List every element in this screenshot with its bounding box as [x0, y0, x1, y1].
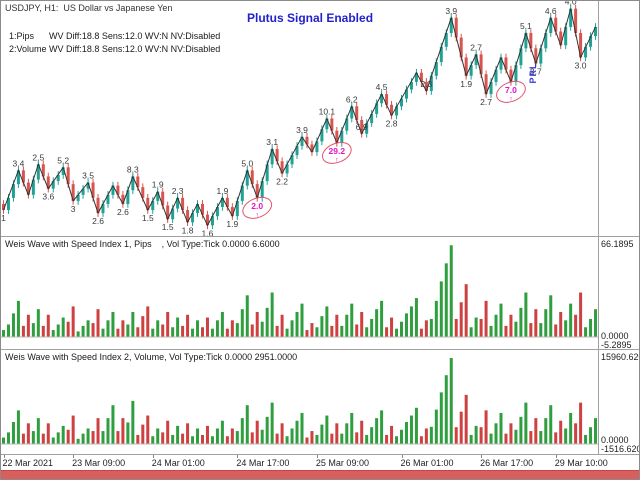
weis-wave-1-header: Weis Wave with Speed Index 1, Pips , Vol…	[5, 239, 280, 249]
swing-label: 2.3	[420, 79, 432, 89]
swing-label: 1.6	[202, 228, 214, 236]
price-chart-panel[interactable]: 3.4 2.5 5.2 3.5 8.3 1.9 2.3 1.9 5.0 3.1 3.9 10.1 6.2…	[1, 1, 598, 236]
swing-pip-labels: 3.4 2.5 5.2 3.5 8.3 1.9 2.3 1.9 5.0 3.1 3.9 10.1 6.2…	[1, 1, 587, 236]
time-axis-label: 24 Mar 01:00	[151, 458, 205, 468]
swing-label: 1.5	[142, 213, 154, 223]
signal-circle-icon	[321, 141, 352, 164]
signal-arrow-icon: ↑	[335, 157, 339, 164]
time-tick	[73, 455, 75, 458]
swing-label: 2.6	[92, 216, 104, 226]
swing-label: 3.5	[82, 171, 94, 181]
swing-label: 2.7	[530, 67, 542, 77]
swing-label: 3.0	[575, 60, 587, 70]
signal-arrow-icon: ↑	[509, 96, 513, 103]
swing-label: 6.9	[356, 122, 368, 132]
swing-label: 2.3	[172, 186, 184, 196]
weis-wave-2-panel[interactable]	[1, 350, 598, 453]
swing-label: 8.3	[127, 164, 139, 174]
swing-label: 1.5	[162, 222, 174, 232]
time-axis-label: 24 Mar 17:00	[236, 458, 290, 468]
time-tick	[481, 455, 483, 458]
swing-label: 2.6	[117, 207, 129, 217]
time-axis-label: 26 Mar 17:00	[480, 458, 534, 468]
swing-label: 3.1	[266, 137, 278, 147]
signal-circles: 2.0↑29.2↑7.0↑	[242, 80, 526, 219]
swing-label: 4.0	[565, 1, 577, 7]
swing-label: 6.2	[346, 94, 358, 104]
prl-label: PRL	[528, 62, 538, 83]
price-axis[interactable]: 109.800109.620109.440109.260109.080108.9…	[598, 1, 639, 236]
swing-label: 5.2	[57, 155, 69, 165]
wave1-axis-zero: 0.0000	[601, 331, 629, 341]
time-tick	[237, 455, 239, 458]
indicator-settings-line-2: 2:Volume WV Diff:18.8 Sens:12.0 WV:N NV:…	[9, 44, 221, 54]
swing-label: 2.7	[480, 97, 492, 107]
swing-label: 2.7	[470, 42, 482, 52]
swing-label: 3.6	[42, 192, 54, 202]
swing-label: 5.1	[520, 21, 532, 31]
chart-symbol-title: USDJPY, H1: US Dollar vs Japanese Yen	[5, 3, 173, 13]
indicator-settings-line-1: 1:Pips WV Diff:18.8 Sens:12.0 WV:N NV:Di…	[9, 31, 221, 41]
time-axis-label: 25 Mar 09:00	[315, 458, 369, 468]
swing-label: 3.4	[13, 158, 25, 168]
panel-divider[interactable]	[1, 349, 639, 350]
signal-value: 7.0	[505, 85, 517, 95]
swing-label: 5.0	[241, 158, 253, 168]
signal-circle-icon	[242, 196, 273, 219]
candlesticks	[2, 4, 598, 230]
swing-label: 3	[71, 204, 76, 214]
swing-label: 2.8	[386, 118, 398, 128]
wave2-axis-max: 15960.6200	[601, 352, 639, 362]
swing-label: 2.2	[276, 176, 288, 186]
signal-value: 2.0	[251, 201, 263, 211]
signal-value: 29.2	[329, 146, 346, 156]
time-tick	[401, 455, 403, 458]
time-axis-label: 29 Mar 10:00	[554, 458, 608, 468]
time-tick	[316, 455, 318, 458]
time-tick	[555, 455, 557, 458]
wave1-axis-min: -5.2895	[601, 340, 632, 350]
wave-bars	[2, 245, 598, 337]
time-axis-label: 22 Mar 2021	[2, 458, 54, 468]
swing-label: 2.5	[32, 152, 44, 162]
time-tick	[3, 455, 5, 458]
panel-divider[interactable]	[1, 236, 639, 237]
wave2-axis-zero: 0.0000	[601, 435, 629, 445]
wave1-axis-max: 66.1895	[601, 239, 634, 249]
swing-label: 4.6	[545, 6, 557, 16]
axis-separator-line	[598, 1, 599, 469]
swing-label: 1.8	[182, 225, 194, 235]
time-axis-label: 26 Mar 01:00	[400, 458, 454, 468]
weis-wave-1-panel[interactable]	[1, 237, 598, 349]
horizontal-scrollbar[interactable]	[1, 470, 639, 479]
signal-circle-icon	[496, 80, 526, 103]
plutus-signal-label: Plutus Signal Enabled	[247, 11, 374, 25]
swing-label: 10.1	[319, 107, 336, 117]
swing-label: 1	[1, 213, 6, 223]
weis-wave-2-header: Weis Wave with Speed Index 2, Volume, Vo…	[5, 352, 298, 362]
swing-label: 1.9	[152, 180, 164, 190]
time-tick	[152, 455, 154, 458]
swing-label: 4.5	[376, 82, 388, 92]
time-axis-label: 23 Mar 09:00	[72, 458, 126, 468]
swing-label: 1.9	[460, 79, 472, 89]
swing-label: 1.9	[216, 186, 228, 196]
wave2-axis-min: -1516.6200	[601, 444, 639, 454]
wave-bars	[2, 358, 598, 444]
signal-arrow-icon: ↑	[255, 212, 259, 219]
time-axis[interactable]: 22 Mar 2021 23 Mar 09:00 24 Mar 01:00 24 Ma…	[1, 454, 639, 470]
swing-label: 1.9	[226, 219, 238, 229]
zigzag-line	[3, 8, 596, 227]
swing-label: 3.9	[445, 6, 457, 16]
swing-label: 3.9	[296, 125, 308, 135]
